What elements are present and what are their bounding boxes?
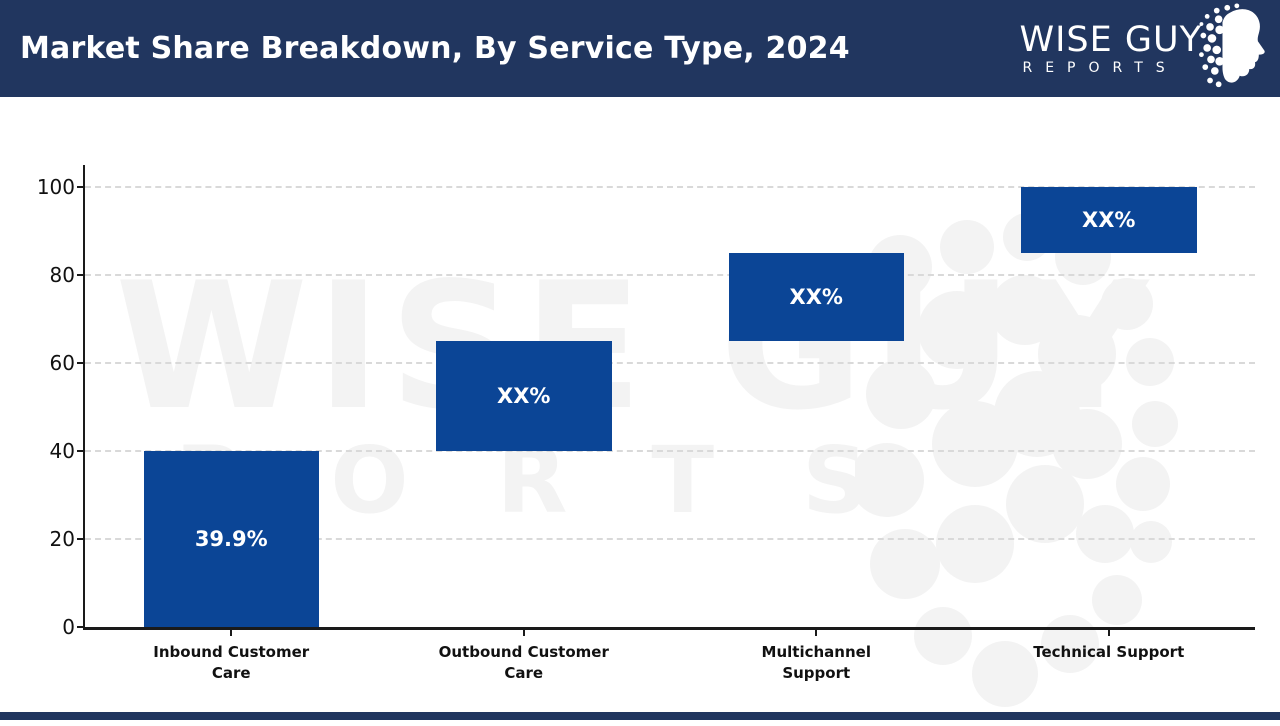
y-axis-line [83, 165, 85, 630]
y-tick-80 [77, 274, 85, 276]
gridline-60 [85, 362, 1255, 364]
y-tick-label-40: 40 [49, 439, 75, 463]
wiseguy-logo-text: WISE GUY REPORTS [1019, 22, 1202, 76]
gridline-40 [85, 450, 1255, 452]
y-tick-label-100: 100 [36, 175, 75, 199]
y-tick-label-20: 20 [49, 527, 75, 551]
x-axis-line [83, 627, 1255, 630]
gridline-100 [85, 186, 1255, 188]
x-category-label-3: Technical Support [1033, 643, 1185, 661]
y-tick-100 [77, 186, 85, 188]
x-category-label-2: Multichannel Support [761, 643, 871, 682]
bar-label-3: XX% [1082, 208, 1136, 232]
bar-2: XX% [728, 253, 904, 341]
x-tick-2 [815, 630, 818, 636]
y-tick-label-0: 0 [62, 615, 75, 639]
bar-label-2: XX% [789, 285, 843, 309]
bar-0: 39.9% [143, 451, 319, 627]
page-title: Market Share Breakdown, By Service Type,… [20, 31, 850, 66]
footer-bar [0, 712, 1280, 720]
watermark-head-icon [850, 212, 1185, 726]
y-tick-40 [77, 450, 85, 452]
gridline-80 [85, 274, 1255, 276]
wiseguy-logo: WISE GUY REPORTS [1019, 3, 1270, 95]
y-tick-20 [77, 538, 85, 540]
wiseguy-logo-line1: WISE GUY [1019, 20, 1202, 61]
y-tick-0 [77, 626, 85, 628]
y-tick-60 [77, 362, 85, 364]
gridline-20 [85, 538, 1255, 540]
y-tick-label-60: 60 [49, 351, 75, 375]
bar-label-1: XX% [497, 384, 551, 408]
bar-3: XX% [1021, 187, 1197, 253]
x-tick-0 [230, 630, 233, 636]
wiseguy-head-icon [1196, 3, 1270, 95]
bar-label-0: 39.9% [194, 527, 268, 551]
header-bar: Market Share Breakdown, By Service Type,… [0, 0, 1280, 97]
x-category-label-1: Outbound Customer Care [438, 643, 609, 682]
x-tick-1 [522, 630, 525, 636]
x-category-label-0: Inbound Customer Care [153, 643, 310, 682]
wiseguy-logo-line2: REPORTS [1022, 59, 1178, 76]
chart-area: WISE GUY PORTS 0 20 40 60 80 100 39.9% Inbound … [0, 97, 1280, 712]
x-tick-3 [1107, 630, 1110, 636]
y-tick-label-80: 80 [49, 263, 75, 287]
bar-1: XX% [436, 341, 612, 451]
